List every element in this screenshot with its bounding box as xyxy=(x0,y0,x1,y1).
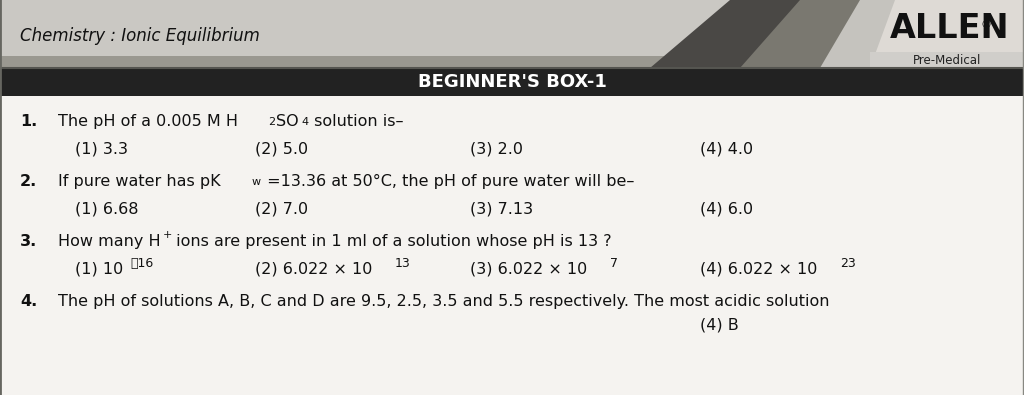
Text: (3) 6.022 × 10: (3) 6.022 × 10 xyxy=(470,262,587,277)
FancyBboxPatch shape xyxy=(870,52,1024,68)
FancyBboxPatch shape xyxy=(0,34,1024,68)
Text: 23: 23 xyxy=(840,257,856,270)
FancyBboxPatch shape xyxy=(0,34,1024,68)
Text: The pH of solutions A, B, C and D are 9.5, 2.5, 3.5 and 5.5 respectively. The mo: The pH of solutions A, B, C and D are 9.… xyxy=(58,294,829,309)
Text: +: + xyxy=(163,230,172,240)
FancyBboxPatch shape xyxy=(0,0,1024,68)
Text: 1.: 1. xyxy=(20,114,37,129)
FancyBboxPatch shape xyxy=(0,68,1024,96)
Text: (4) 6.0: (4) 6.0 xyxy=(700,202,753,217)
Text: w: w xyxy=(252,177,261,187)
Text: 3.: 3. xyxy=(20,234,37,249)
Text: 2: 2 xyxy=(268,117,275,127)
Polygon shape xyxy=(650,0,1024,68)
Text: 2.: 2. xyxy=(20,174,37,189)
Text: Chemistry : Ionic Equilibrium: Chemistry : Ionic Equilibrium xyxy=(20,27,260,45)
Text: ions are present in 1 ml of a solution whose pH is 13 ?: ions are present in 1 ml of a solution w… xyxy=(171,234,611,249)
Text: (3) 2.0: (3) 2.0 xyxy=(470,142,523,157)
Text: (2) 5.0: (2) 5.0 xyxy=(255,142,308,157)
Text: Pre-Medical: Pre-Medical xyxy=(912,53,981,66)
Text: (4) B: (4) B xyxy=(700,318,738,333)
Text: (2) 7.0: (2) 7.0 xyxy=(255,202,308,217)
Polygon shape xyxy=(820,0,1024,68)
Text: 13: 13 xyxy=(395,257,411,270)
Text: How many H: How many H xyxy=(58,234,161,249)
FancyBboxPatch shape xyxy=(0,96,1024,395)
Text: (3) 7.13: (3) 7.13 xyxy=(470,202,534,217)
FancyBboxPatch shape xyxy=(0,56,1024,68)
Text: The pH of a 0.005 M H: The pH of a 0.005 M H xyxy=(58,114,238,129)
Text: 4: 4 xyxy=(301,117,308,127)
Text: (4) 6.022 × 10: (4) 6.022 × 10 xyxy=(700,262,817,277)
Text: =13.36 at 50°C, the pH of pure water will be–: =13.36 at 50°C, the pH of pure water wil… xyxy=(262,174,635,189)
Text: 4.: 4. xyxy=(20,294,37,309)
Text: 7: 7 xyxy=(610,257,618,270)
Polygon shape xyxy=(740,0,1024,68)
Text: BEGINNER'S BOX-1: BEGINNER'S BOX-1 xyxy=(418,73,606,91)
Text: (1) 10: (1) 10 xyxy=(75,262,123,277)
Text: SO: SO xyxy=(276,114,299,129)
Text: ⁳16: ⁳16 xyxy=(130,257,154,270)
Text: If pure water has pK: If pure water has pK xyxy=(58,174,220,189)
Text: ®: ® xyxy=(980,20,991,30)
Text: solution is–: solution is– xyxy=(309,114,403,129)
Text: (1) 6.68: (1) 6.68 xyxy=(75,202,138,217)
Text: (1) 3.3: (1) 3.3 xyxy=(75,142,128,157)
Text: (2) 6.022 × 10: (2) 6.022 × 10 xyxy=(255,262,373,277)
Text: (4) 4.0: (4) 4.0 xyxy=(700,142,753,157)
Polygon shape xyxy=(870,0,1024,68)
Text: ALLEN: ALLEN xyxy=(890,11,1010,45)
